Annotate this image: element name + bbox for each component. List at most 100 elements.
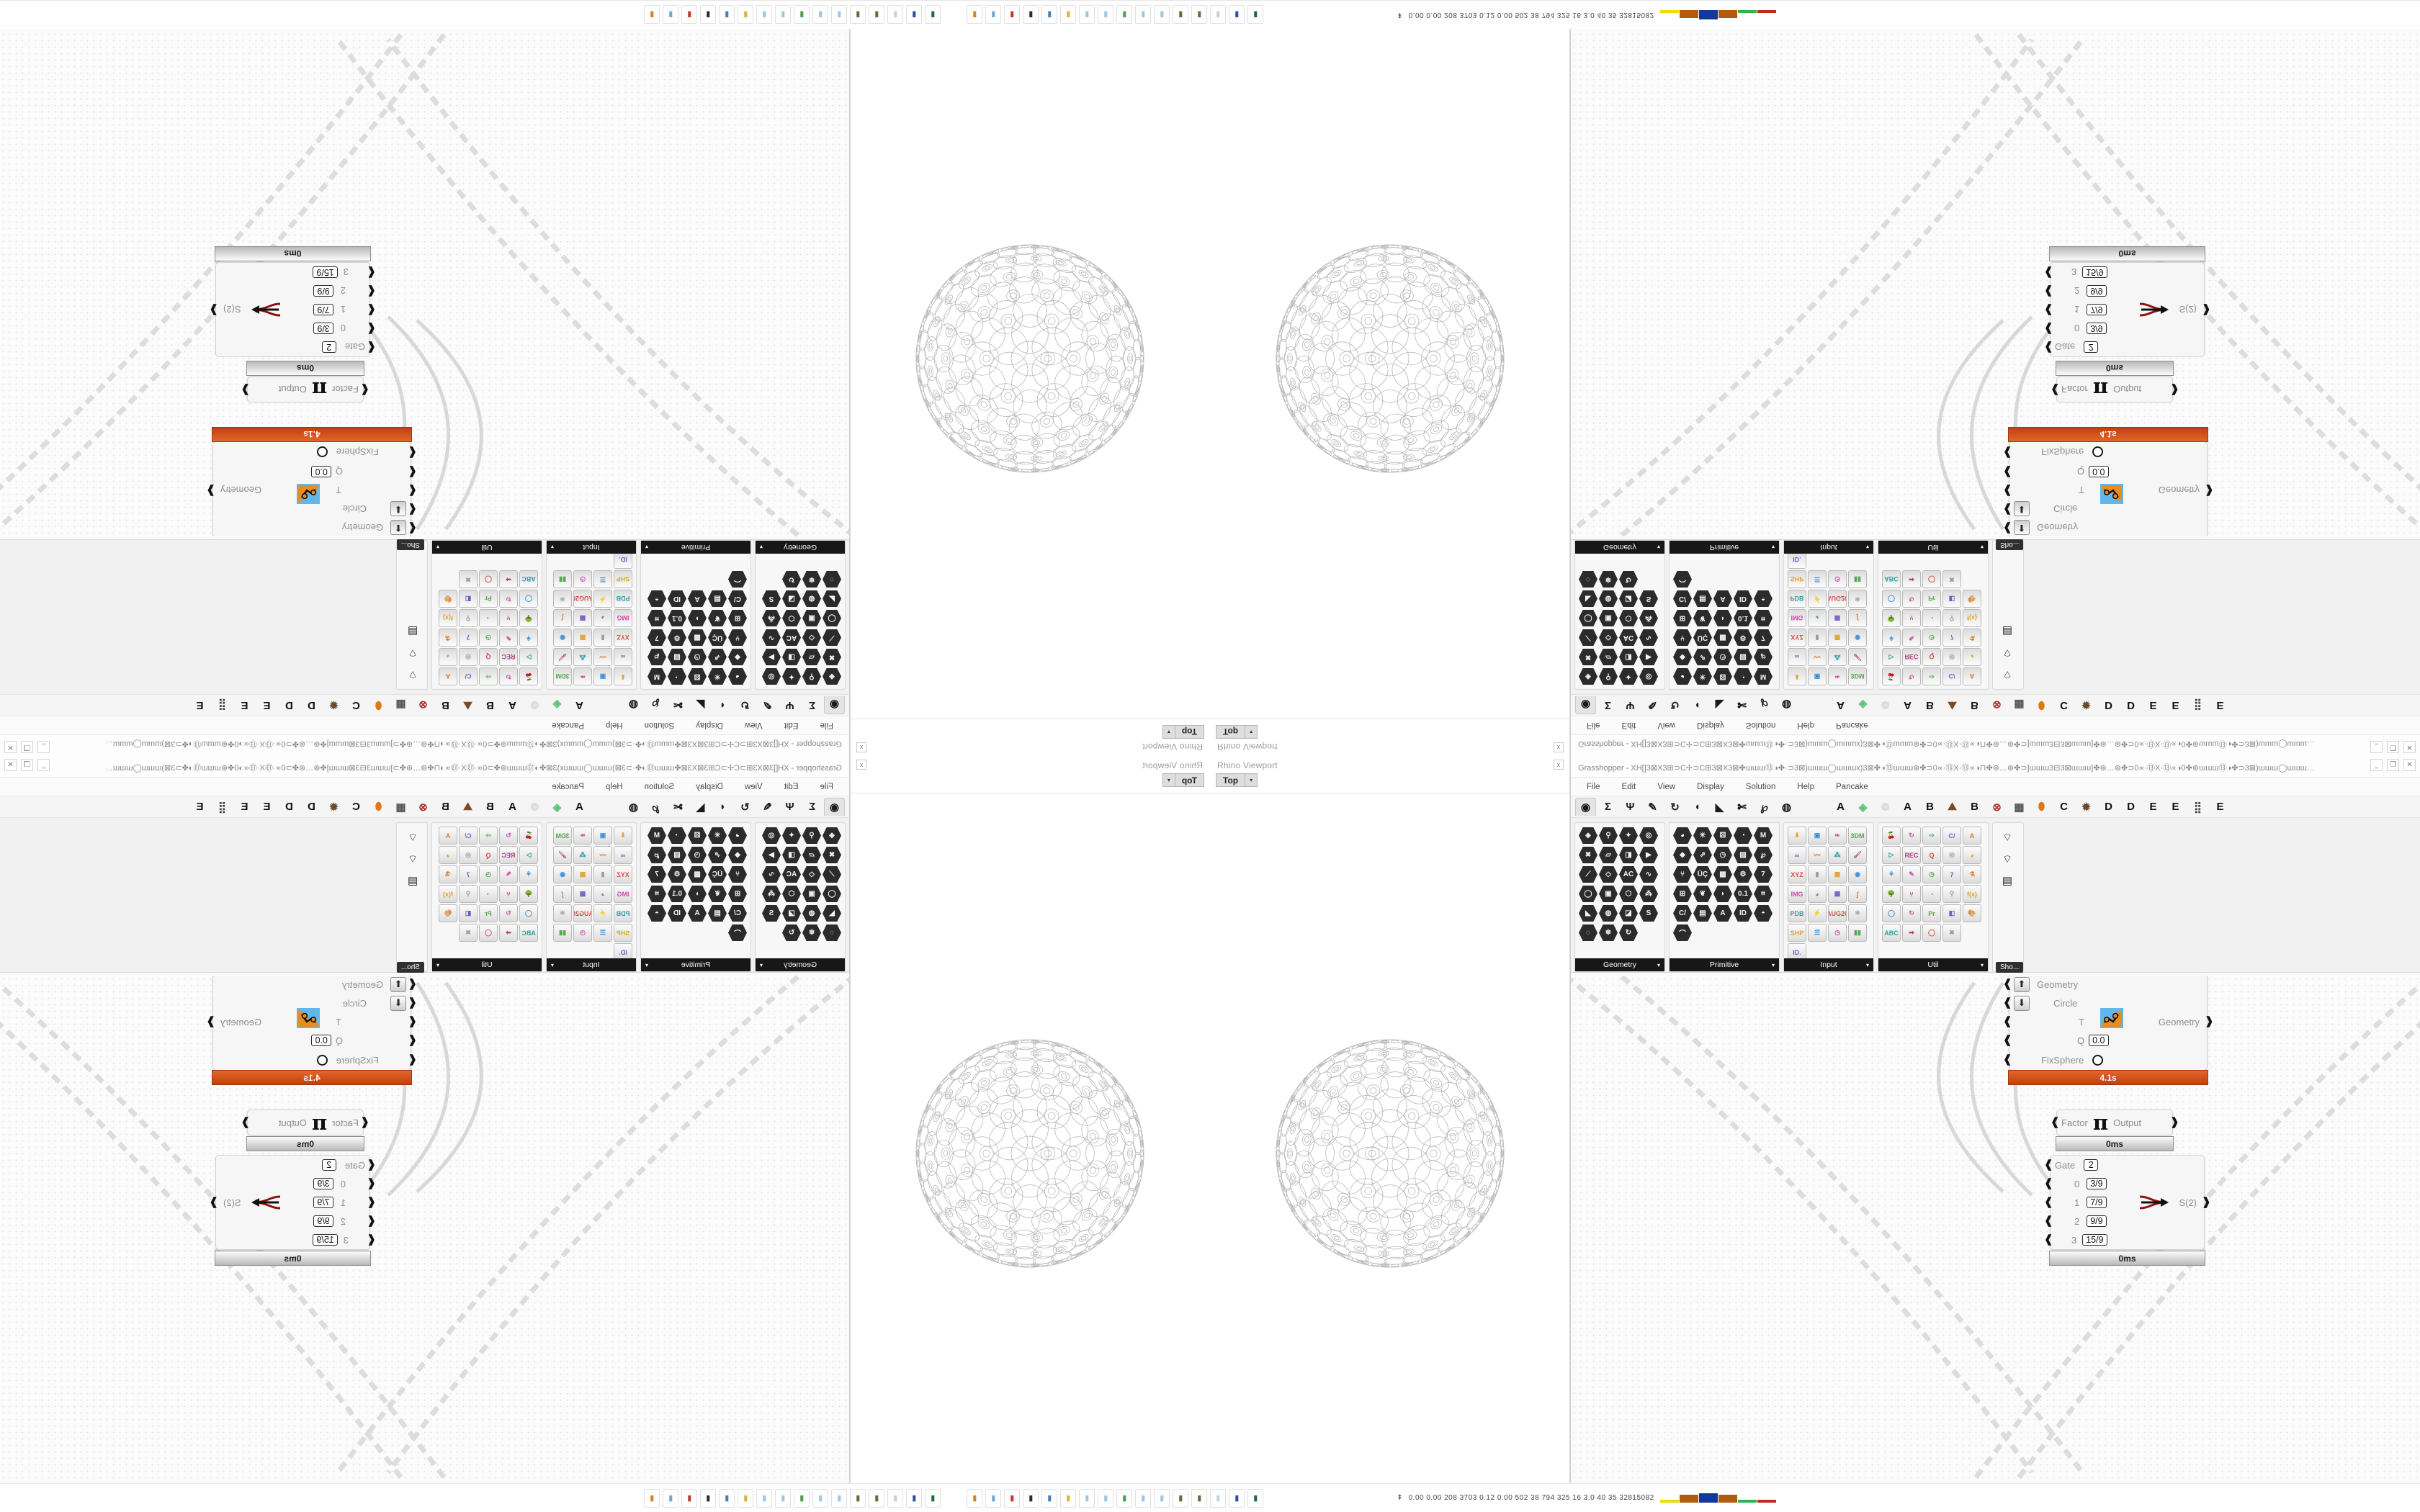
param-row[interactable]: ❰ Q 0.0 [213, 1031, 417, 1050]
component-icon-input-8[interactable]: XYZ [1788, 629, 1806, 647]
component-icon-input-6[interactable]: ⁂ [573, 648, 592, 666]
monitor-icon[interactable]: ▮ [719, 1488, 735, 1508]
component-icon-geometry-4[interactable]: ✖ [1579, 847, 1597, 863]
component-icon-util-26[interactable]: ➡ [499, 570, 518, 588]
component-icon-util-5[interactable]: ▷ [1882, 648, 1901, 666]
flame-icon[interactable]: ▮ [925, 5, 941, 24]
param-row[interactable]: ❰ Gate 2 [2044, 1156, 2204, 1174]
component-icon-primitive-21[interactable]: ▤ [1693, 905, 1712, 922]
param-value[interactable]: 0.0 [2089, 466, 2109, 477]
chevron-down-icon[interactable]: ▾ [551, 544, 555, 551]
output-port[interactable]: ❱ [241, 1116, 250, 1128]
component-icon-geometry-20[interactable]: ◌ [823, 570, 841, 588]
component-icon-util-23[interactable]: ◧ [1942, 590, 1961, 608]
component-fixsphere[interactable]: ❰ ⬆ Geometry ❰ ⬇ Circle ❰ T [2003, 427, 2214, 536]
component-icon-util-28[interactable]: ✖ [459, 924, 478, 942]
component-icon-util-4[interactable]: A [1963, 667, 1981, 685]
component-icon-primitive-17[interactable]: ◗ [688, 885, 707, 903]
ribbon-tab-r14[interactable]: E [2149, 699, 2157, 711]
component-icon-input-3[interactable]: 3DM [553, 827, 572, 845]
component-icon-primitive-8[interactable]: ▨ [668, 846, 686, 864]
pancake-2-icon[interactable]: ⌔ [407, 852, 418, 865]
ribbon-tab-r5[interactable]: ⛰ [1948, 699, 1957, 711]
component-icon-input-10[interactable]: ▦ [1828, 865, 1847, 883]
toggle-knob[interactable] [2092, 1054, 2104, 1066]
component-icon-geometry-0[interactable]: ◈ [823, 827, 841, 845]
arrow-up-button[interactable]: ⬆ [390, 520, 406, 536]
component-icon-geometry-9[interactable]: ◇ [802, 629, 821, 647]
rhino-icon[interactable]: ▮ [887, 5, 904, 24]
component-icon-util-1[interactable]: ↻ [499, 667, 518, 685]
component-icon-primitive-4[interactable]: M [1754, 667, 1773, 685]
param-value[interactable]: 2 [321, 1159, 336, 1171]
maximize-button[interactable]: ❐ [2387, 741, 2399, 753]
component-icon-util-9[interactable]: ◕ [1963, 648, 1981, 666]
component-icon-geometry-2[interactable]: ✦ [782, 827, 801, 845]
ribbon-tab-r9[interactable]: ⬮ [375, 801, 382, 813]
ribbon-tab-r17[interactable]: E [2216, 801, 2224, 813]
component-icon-util-14[interactable]: ⚗ [439, 865, 457, 883]
component-icon-primitive-8[interactable]: ▨ [668, 648, 686, 666]
component-icon-util-27[interactable]: ◯ [479, 570, 498, 588]
component-icon-geometry-15[interactable]: ⁂ [1639, 886, 1658, 902]
component-pi[interactable]: ❰ Factor π Output ❱ 0ms [241, 1110, 369, 1151]
ribbon-tab-r6[interactable]: B [1971, 801, 1978, 813]
ribbon-tab-r9[interactable]: ⬮ [375, 699, 382, 711]
component-icon-util-23[interactable]: ◧ [459, 590, 478, 608]
input-port[interactable]: ❰ [408, 503, 417, 516]
component-icon-input-9[interactable]: ▮ [1808, 629, 1827, 647]
close-button[interactable]: ✕ [2403, 759, 2416, 771]
component-icon-input-5[interactable]: 〰 [593, 846, 612, 864]
param-value[interactable]: 3/9 [2087, 323, 2107, 334]
component-icon-primitive-8[interactable]: ▨ [1734, 648, 1752, 666]
show-panel-icon[interactable]: ▤ [2002, 625, 2013, 637]
palette-group-label[interactable]: Util ▾ [432, 958, 542, 971]
ribbon-tab-r10[interactable]: C [2060, 699, 2068, 711]
component-icon-geometry-1[interactable]: ⚲ [1599, 827, 1618, 844]
menu-item-file[interactable]: File [1587, 721, 1600, 730]
component-icon-geometry-22[interactable]: ↻ [1619, 924, 1638, 941]
folder-icon[interactable]: ▮ [738, 1488, 754, 1508]
chevron-down-icon[interactable]: ▾ [760, 961, 763, 968]
monitor-icon[interactable]: ▮ [850, 5, 866, 24]
menu-item-file[interactable]: File [1587, 782, 1600, 791]
input-port[interactable]: ❰ [2003, 466, 2012, 478]
component-icon-primitive-0[interactable]: ◕ [1673, 667, 1692, 685]
palette-group-label[interactable]: Primitive ▾ [1670, 958, 1779, 971]
ribbon-tab-7[interactable]: ✄ [1737, 801, 1747, 814]
ribbon-tab-r1[interactable]: ◈ [1858, 801, 1868, 814]
person-icon[interactable]: ▮ [775, 5, 792, 24]
output-port[interactable]: ❱ [2205, 485, 2214, 497]
component-icon-util-25[interactable]: ABC [519, 570, 538, 588]
param-value[interactable]: 2 [321, 341, 336, 353]
folder-icon[interactable]: ▮ [1154, 5, 1170, 24]
component-icon-primitive-10[interactable]: ⑂ [1673, 866, 1692, 883]
component-icon-input-20[interactable]: SHP [1788, 570, 1806, 588]
component-icon-primitive-3[interactable]: ◔ [668, 827, 686, 845]
component-icon-util-3[interactable]: C/ [1942, 827, 1961, 845]
component-icon-input-5[interactable]: 〰 [593, 648, 612, 666]
ribbon-tab-r10[interactable]: C [352, 699, 360, 711]
component-icon-util-16[interactable]: ⑂ [1902, 885, 1921, 903]
param-row[interactable]: ❰ T Geometry [2003, 1008, 2214, 1031]
component-icon-primitive-20[interactable]: C/ [728, 904, 747, 922]
component-icon-geometry-16[interactable]: ◣ [823, 590, 841, 608]
component-icon-util-0[interactable]: 🍒 [1882, 827, 1901, 845]
ribbon-tab-r6[interactable]: B [1971, 699, 1978, 711]
input-port[interactable]: ❰ [367, 1158, 376, 1171]
input-port[interactable]: ❰ [408, 522, 417, 534]
param-row[interactable]: ❰ Q 0.0 [2003, 462, 2207, 481]
component-icon-primitive-14[interactable]: 7 [1754, 629, 1773, 647]
monitor-icon[interactable]: ▮ [1041, 1488, 1058, 1508]
component-icon-geometry-0[interactable]: ◈ [823, 667, 841, 685]
param-value[interactable]: 15/9 [313, 266, 338, 278]
component-icon-input-19[interactable]: ⚛ [553, 590, 572, 608]
ribbon-tab-r1[interactable]: ◈ [1858, 698, 1868, 711]
doc2-icon[interactable]: ▮ [1098, 1488, 1114, 1508]
menu-item-file[interactable]: File [820, 782, 833, 791]
mesh-icon[interactable]: ▮ [869, 5, 885, 24]
component-icon-primitive-21[interactable]: ▤ [708, 904, 727, 922]
component-icon-primitive-22[interactable]: A [1713, 905, 1732, 922]
component-icon-input-9[interactable]: ▮ [593, 865, 612, 883]
menu-item-edit[interactable]: Edit [784, 721, 799, 730]
